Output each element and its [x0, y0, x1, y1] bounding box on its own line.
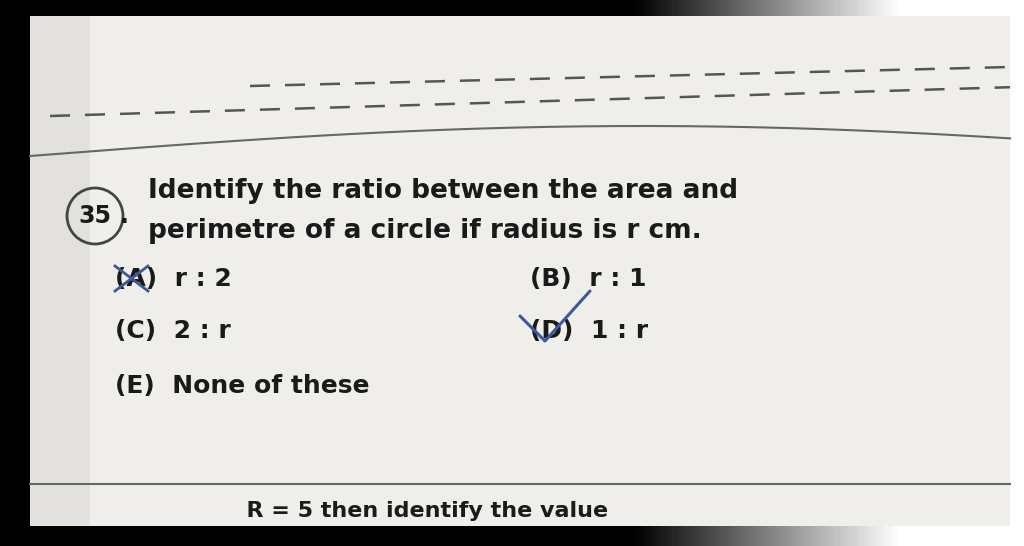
Text: (D)  1 : r: (D) 1 : r: [530, 319, 648, 343]
FancyBboxPatch shape: [30, 16, 90, 526]
Text: Identify the ratio between the area and: Identify the ratio between the area and: [148, 178, 738, 204]
Text: R = 5 then identify the value: R = 5 then identify the value: [200, 501, 608, 521]
Text: (A)  r : 2: (A) r : 2: [115, 267, 231, 291]
Text: (E)  None of these: (E) None of these: [115, 374, 370, 398]
Text: 35: 35: [79, 204, 112, 228]
Text: (C)  2 : r: (C) 2 : r: [115, 319, 230, 343]
FancyBboxPatch shape: [30, 16, 1010, 526]
Text: .: .: [120, 204, 129, 228]
Text: (B)  r : 1: (B) r : 1: [530, 267, 646, 291]
Text: perimetre of a circle if radius is r cm.: perimetre of a circle if radius is r cm.: [148, 218, 701, 244]
